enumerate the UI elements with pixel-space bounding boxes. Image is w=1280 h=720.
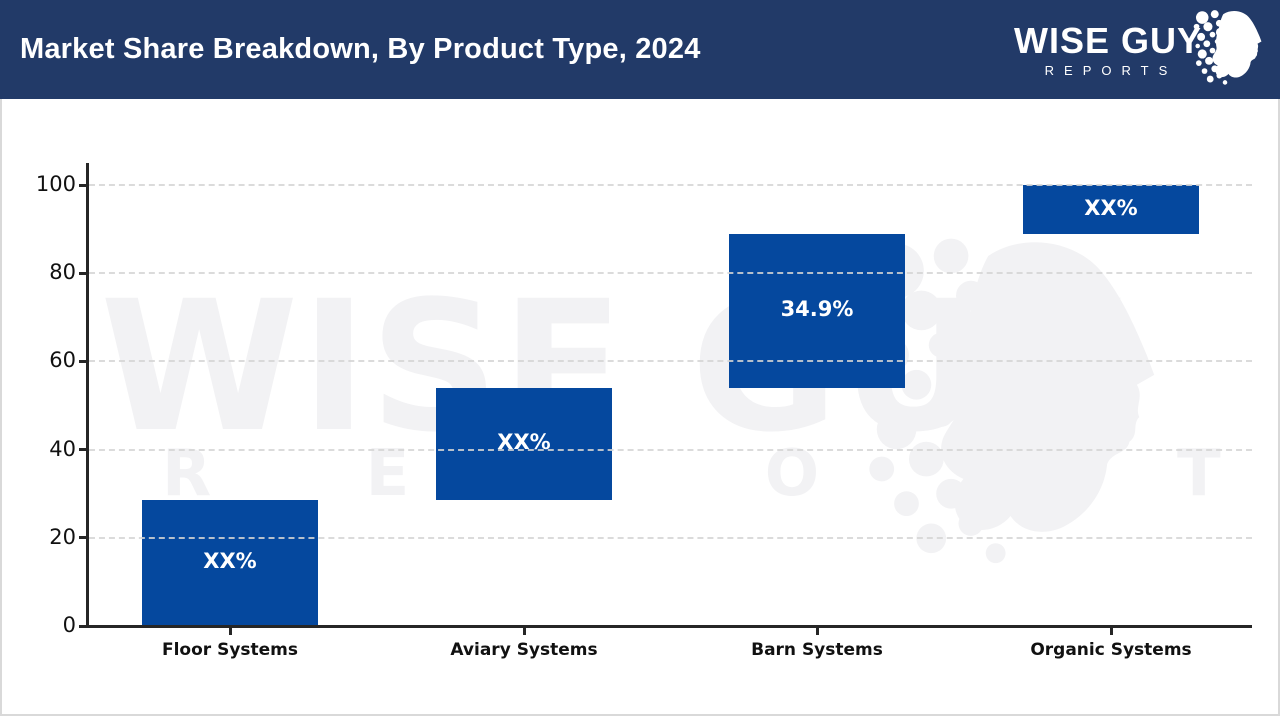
x-tick-mark [815, 628, 819, 635]
y-tick-mark [79, 359, 87, 363]
x-category-label: Barn Systems [751, 640, 883, 660]
page-border-left [0, 99, 2, 716]
x-tick-mark [228, 628, 232, 635]
x-axis-line [86, 625, 1252, 628]
x-tick-mark [1109, 628, 1113, 635]
logo-subtitle: REPORTS [1044, 62, 1178, 78]
bar-value-label: XX% [1084, 195, 1138, 220]
logo-wordmark: WISE GUY [1013, 19, 1202, 61]
y-axis-line [86, 163, 89, 628]
y-tick-mark [79, 271, 87, 275]
page-border-right [1278, 99, 1280, 716]
page-border-bottom [0, 714, 1280, 716]
y-tick-label: 60 [49, 348, 76, 373]
y-tick-label: 40 [49, 436, 76, 461]
watermark-head-icon [852, 226, 1174, 598]
y-tick-label: 0 [62, 613, 76, 637]
bar [142, 499, 318, 626]
y-tick-mark [79, 448, 87, 452]
x-category-label: Aviary Systems [450, 640, 598, 660]
y-tick-label: 20 [49, 524, 76, 549]
bar-value-label: XX% [203, 548, 257, 573]
gridline [89, 184, 1252, 186]
y-tick-label: 100 [35, 172, 76, 196]
x-category-label: Organic Systems [1030, 640, 1192, 660]
y-tick-mark [79, 183, 87, 187]
y-tick-mark [79, 624, 87, 628]
x-category-label: Floor Systems [161, 640, 299, 660]
page-title: Market Share Breakdown, By Product Type,… [20, 33, 701, 65]
y-tick-label: 80 [49, 260, 76, 285]
wiseguy-logo: WISE GUY REPORTS [1014, 7, 1266, 93]
wiseguy-head-icon [1192, 7, 1266, 93]
header-bar: Market Share Breakdown, By Product Type,… [0, 0, 1280, 99]
y-tick-mark [79, 536, 87, 540]
x-tick-mark [522, 628, 526, 635]
